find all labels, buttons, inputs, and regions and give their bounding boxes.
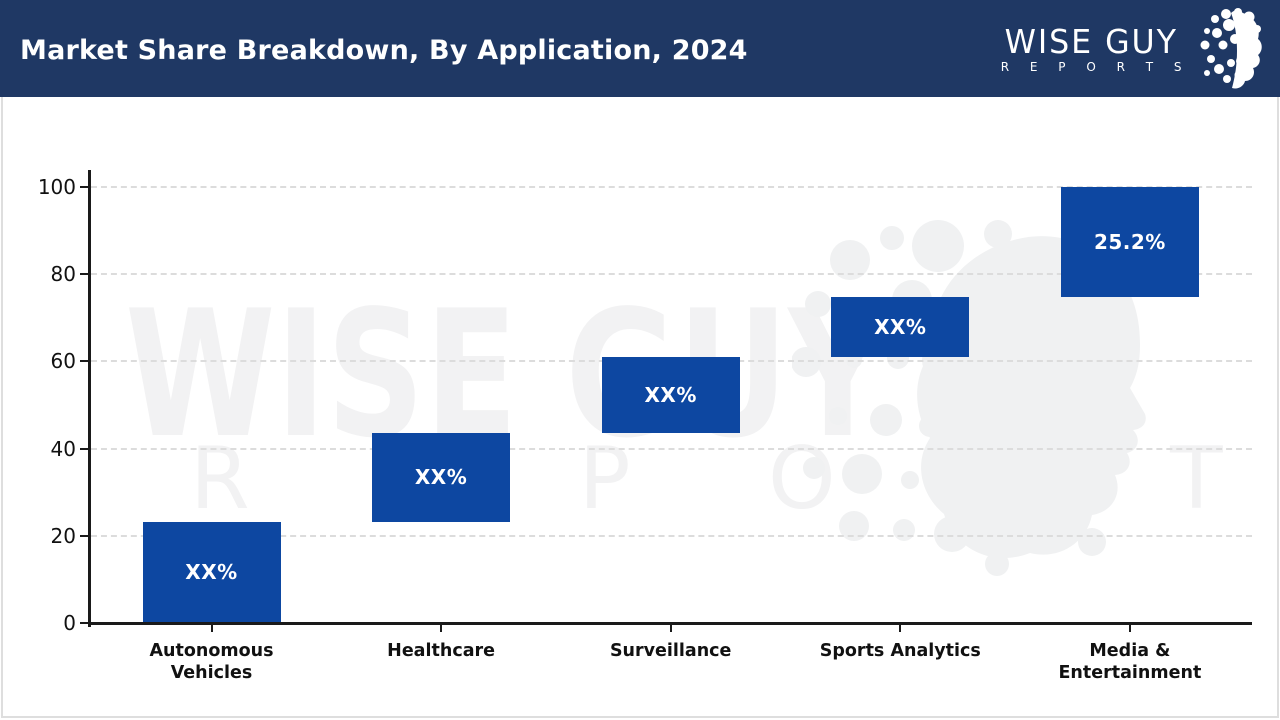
bar-value-label: XX% <box>185 560 238 585</box>
category-label: Autonomous Vehicles <box>97 640 327 684</box>
x-tick-mark <box>440 625 443 632</box>
y-tick-mark <box>80 186 88 188</box>
wise-guy-head-icon <box>1194 5 1266 95</box>
gridline <box>91 534 1252 537</box>
bar-value-label: 25.2% <box>1093 229 1166 254</box>
bar-sports-analytics: XX% <box>831 296 970 358</box>
y-tick-label: 20 <box>50 523 76 548</box>
y-tick-mark <box>80 273 88 276</box>
bar-surveillance: XX% <box>601 357 740 433</box>
category-label-line: Autonomous <box>149 641 274 661</box>
x-axis-line <box>88 622 1252 625</box>
y-axis-line <box>88 170 91 627</box>
y-tick-label: 80 <box>50 262 76 287</box>
y-tick-mark <box>80 534 88 537</box>
brand-tagline: R E P O R T S <box>1000 60 1190 75</box>
category-label-line: Healthcare <box>387 641 496 661</box>
gridline <box>91 186 1252 188</box>
y-tick-mark <box>80 360 88 363</box>
bar-value-label: XX% <box>644 382 697 407</box>
y-tick-label: 60 <box>50 349 76 374</box>
y-tick-mark <box>80 447 88 450</box>
page-title: Market Share Breakdown, By Application, … <box>20 35 748 66</box>
brand-logo-text: WISE GUY R E P O R T S <box>993 21 1190 75</box>
y-tick-label: 100 <box>37 175 76 199</box>
bar-healthcare: XX% <box>372 432 511 522</box>
x-tick-mark <box>899 625 902 632</box>
category-label-line: Media & <box>1089 641 1171 661</box>
bar-value-label: XX% <box>874 314 927 339</box>
bar-value-label: XX% <box>414 465 468 490</box>
category-label-line: Entertainment <box>1058 663 1202 683</box>
category-label-line: Sports Analytics <box>819 641 981 661</box>
bar-media-entertainment: 25.2% <box>1060 187 1199 297</box>
x-tick-mark <box>210 625 213 632</box>
gridline <box>91 447 1252 450</box>
brand-logo: WISE GUY R E P O R T S <box>993 5 1266 95</box>
gridline <box>91 273 1252 276</box>
category-label-line: Surveillance <box>609 641 732 661</box>
category-label: Healthcare <box>326 640 556 662</box>
y-tick-mark <box>80 622 88 624</box>
category-label: Media & Entertainment <box>1015 640 1245 684</box>
brand-name: WISE GUY <box>1004 21 1179 61</box>
header-bar: Market Share Breakdown, By Application, … <box>0 0 1280 97</box>
category-label: Sports Analytics <box>785 640 1015 662</box>
y-tick-label: 0 <box>63 611 76 635</box>
category-label: Surveillance <box>556 640 786 662</box>
x-tick-mark <box>669 625 672 632</box>
bar-autonomous-vehicles: XX% <box>142 521 281 623</box>
category-label-line: Vehicles <box>170 663 253 683</box>
x-tick-mark <box>1128 625 1131 632</box>
y-tick-label: 40 <box>50 436 76 461</box>
